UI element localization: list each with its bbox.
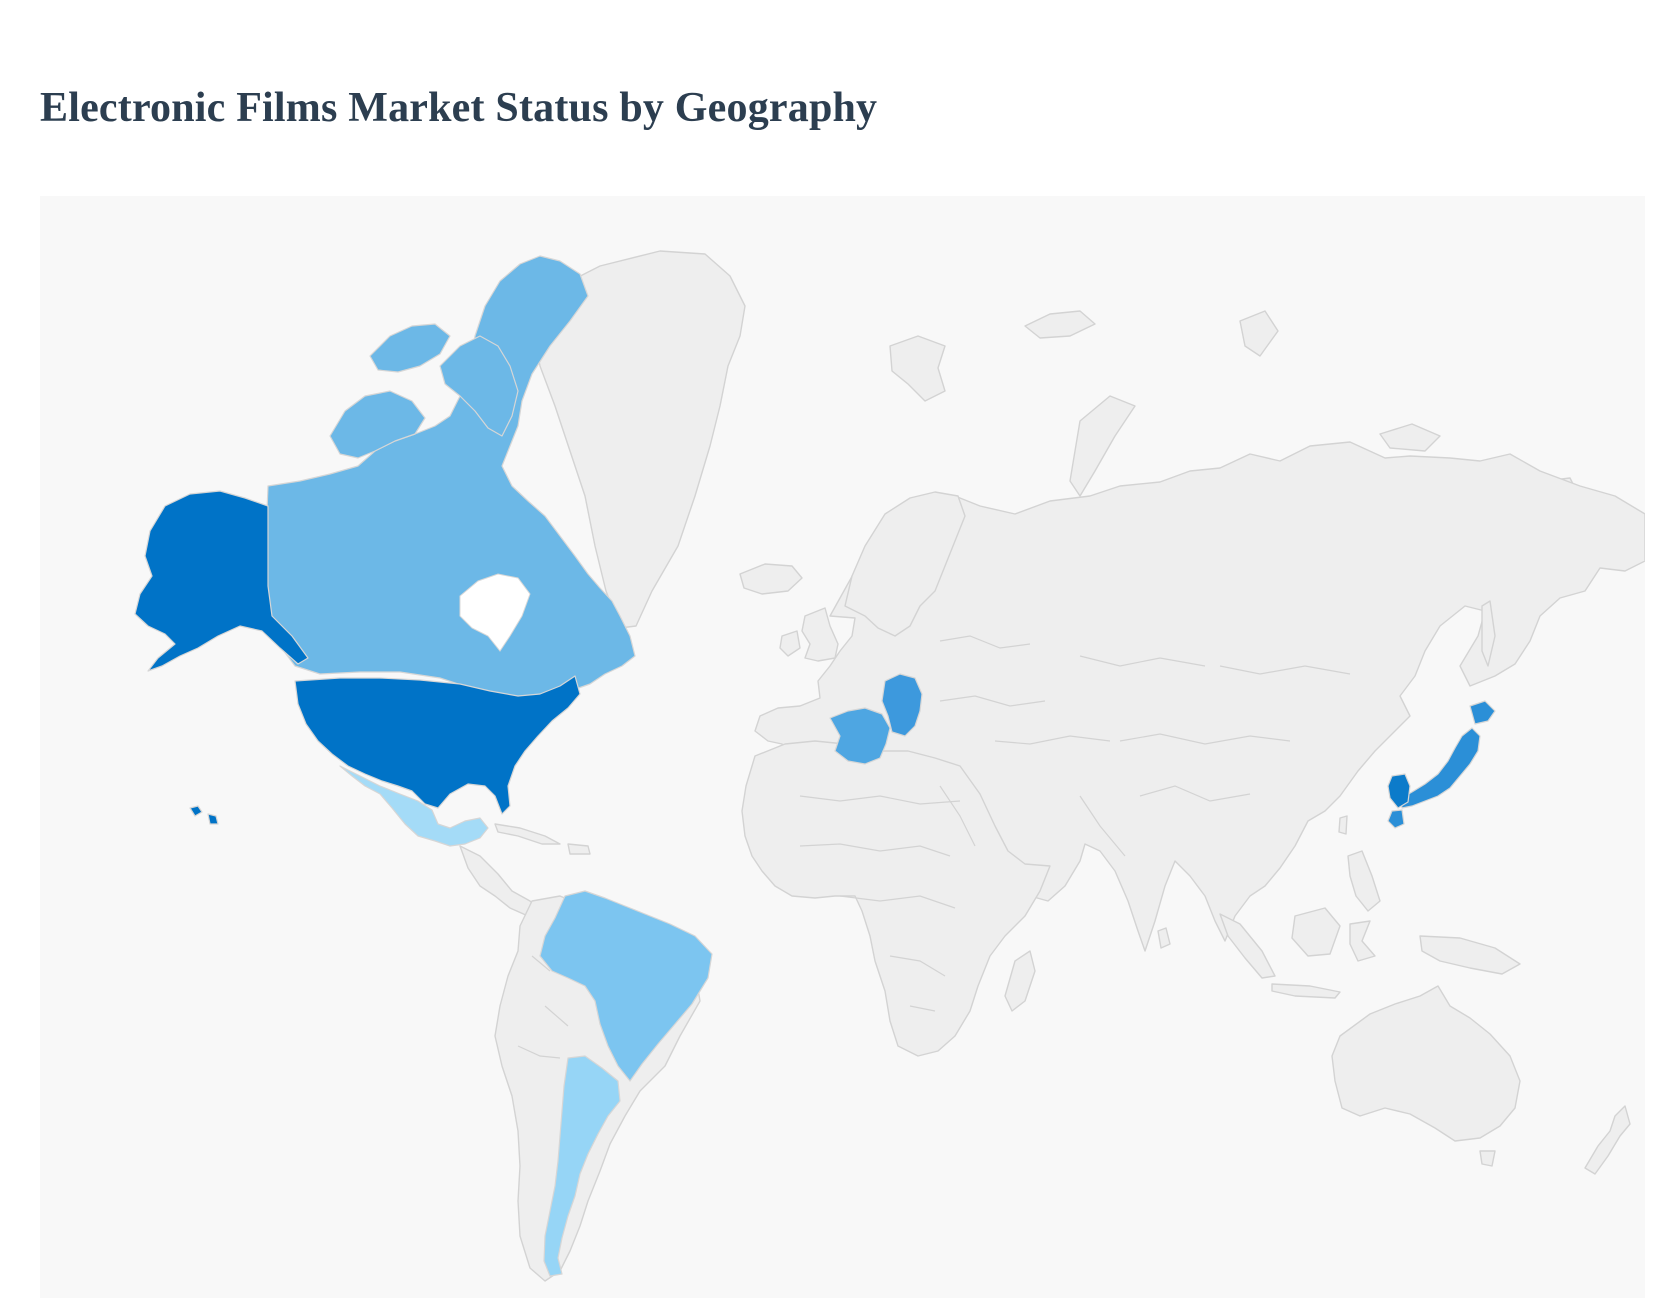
new-zealand[interactable] (1584, 1105, 1631, 1175)
page-title: Electronic Films Market Status by Geogra… (40, 85, 878, 131)
hispaniola[interactable] (567, 843, 591, 855)
country-united-states-hawaii[interactable] (189, 805, 219, 825)
country-mexico[interactable] (339, 765, 489, 847)
iceland[interactable] (739, 563, 803, 595)
country-argentina[interactable] (543, 1055, 621, 1277)
sakhalin[interactable] (1481, 600, 1496, 667)
country-france[interactable] (829, 707, 891, 765)
scandinavia[interactable] (844, 491, 966, 637)
united-kingdom[interactable] (801, 607, 839, 662)
country-japan-hokkaido[interactable] (1469, 700, 1496, 725)
country-united-states[interactable] (294, 675, 581, 815)
country-canada-ellesmere[interactable] (369, 323, 451, 373)
country-united-states-alaska[interactable] (134, 490, 309, 672)
sumatra[interactable] (1219, 913, 1276, 979)
cuba[interactable] (494, 823, 561, 845)
new-siberian-islands[interactable] (1379, 423, 1441, 452)
java[interactable] (1271, 983, 1341, 999)
borneo[interactable] (1291, 907, 1341, 957)
country-canada-arctic-islands[interactable] (329, 390, 426, 459)
severnaya-zemlya[interactable] (1239, 310, 1279, 357)
australia[interactable] (1331, 985, 1521, 1142)
franz-josef-land[interactable] (1024, 310, 1096, 339)
sri-lanka[interactable] (1157, 927, 1171, 949)
country-brazil[interactable] (539, 890, 713, 1082)
madagascar[interactable] (1004, 950, 1036, 1012)
greenland[interactable] (531, 250, 746, 629)
country-germany[interactable] (881, 673, 923, 737)
novaya-zemlya[interactable] (1069, 395, 1136, 497)
country-canada-baffin-island[interactable] (439, 335, 519, 437)
country-japan-kyushu[interactable] (1387, 809, 1405, 829)
sulawesi[interactable] (1349, 920, 1376, 962)
tasmania[interactable] (1479, 1150, 1496, 1167)
world-map-panel (40, 196, 1645, 1298)
south-america-borders (517, 955, 569, 1059)
central-america[interactable] (459, 845, 541, 917)
africa-borders (799, 795, 961, 1012)
taiwan[interactable] (1338, 815, 1348, 835)
hudson-bay (459, 573, 531, 652)
new-guinea[interactable] (1419, 935, 1521, 975)
svalbard[interactable] (889, 335, 946, 402)
philippines[interactable] (1347, 850, 1381, 912)
country-japan[interactable] (1399, 727, 1481, 809)
eurasia-borders (939, 635, 1351, 857)
country-south-korea[interactable] (1387, 773, 1411, 809)
world-map[interactable] (40, 196, 1645, 1298)
ireland[interactable] (779, 630, 801, 657)
